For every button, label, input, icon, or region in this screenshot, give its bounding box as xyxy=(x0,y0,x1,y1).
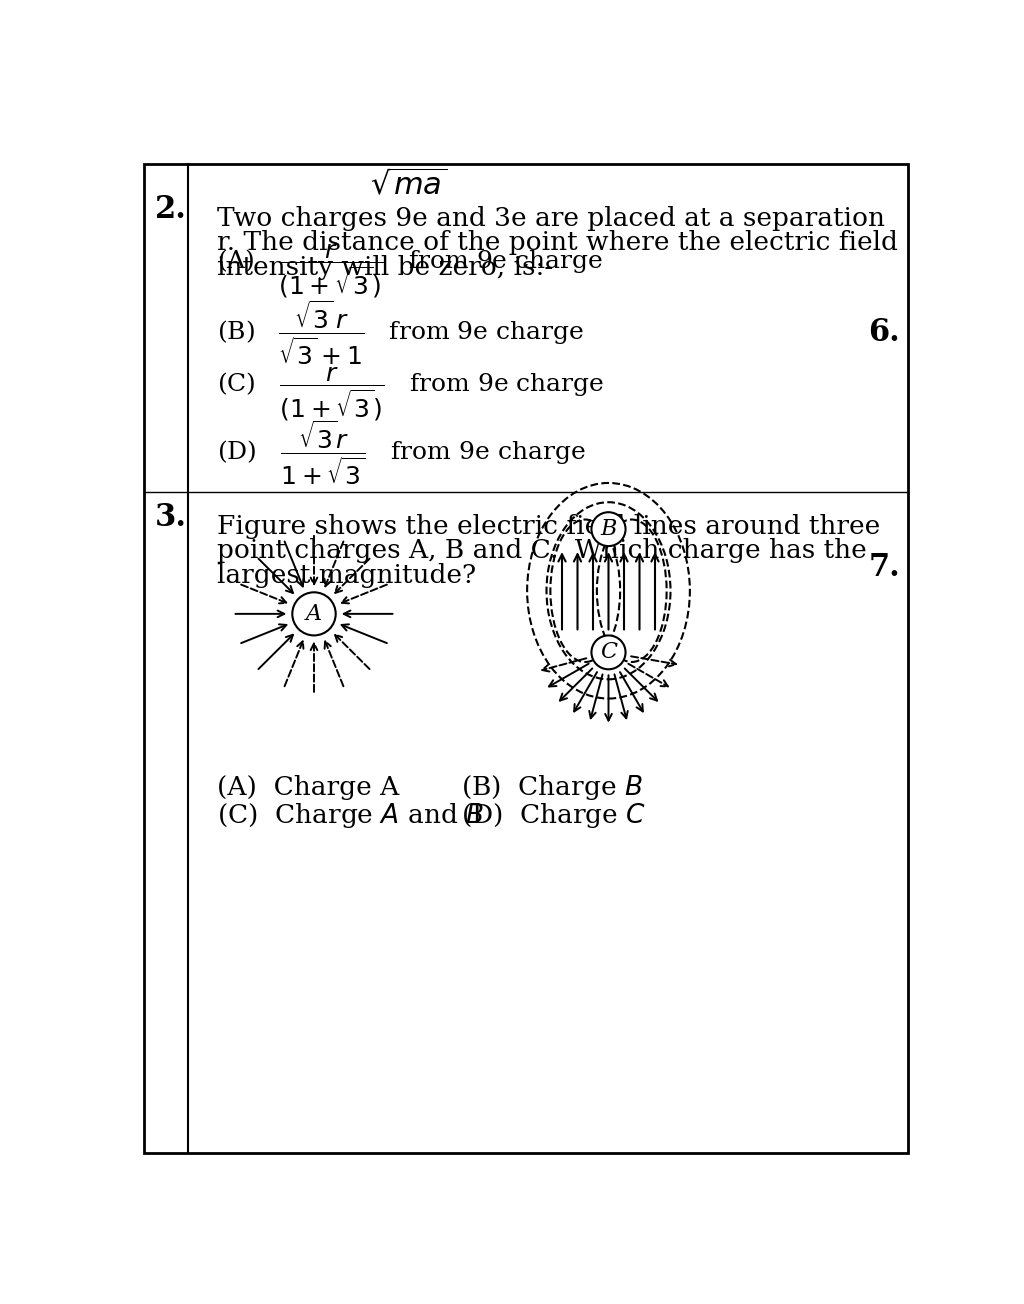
Text: 6.: 6. xyxy=(868,317,900,348)
Text: 7.: 7. xyxy=(868,552,900,583)
Text: point charges A, B and C.  Which charge has the: point charges A, B and C. Which charge h… xyxy=(217,539,867,563)
Text: (D)  Charge $C$: (D) Charge $C$ xyxy=(461,801,646,831)
Circle shape xyxy=(592,635,626,669)
Text: $\sqrt{ma}$: $\sqrt{ma}$ xyxy=(370,171,447,202)
Text: (B)  Charge $B$: (B) Charge $B$ xyxy=(461,772,643,802)
Text: r. The distance of the point where the electric field: r. The distance of the point where the e… xyxy=(217,231,898,256)
Text: intensity will be zero, is:-: intensity will be zero, is:- xyxy=(217,256,553,280)
Text: (A)   $\dfrac{r}{(1+\sqrt{3})}$   from 9e charge: (A) $\dfrac{r}{(1+\sqrt{3})}$ from 9e ch… xyxy=(217,243,603,300)
Text: (A)  Charge A: (A) Charge A xyxy=(217,775,399,799)
Text: Two charges 9e and 3e are placed at a separation: Two charges 9e and 3e are placed at a se… xyxy=(217,206,885,231)
Text: (C)   $\dfrac{r}{(1+\sqrt{3})}$   from 9e charge: (C) $\dfrac{r}{(1+\sqrt{3})}$ from 9e ch… xyxy=(217,365,604,422)
Text: 2.: 2. xyxy=(155,194,186,226)
Circle shape xyxy=(592,512,626,546)
Text: C: C xyxy=(600,642,617,664)
Circle shape xyxy=(292,592,336,635)
Text: (B)   $\dfrac{\sqrt{3}\,r}{\sqrt{3}+1}$   from 9e charge: (B) $\dfrac{\sqrt{3}\,r}{\sqrt{3}+1}$ fr… xyxy=(217,299,584,368)
Text: A: A xyxy=(306,602,323,625)
Text: largest magnitude?: largest magnitude? xyxy=(217,563,476,588)
Text: 3.: 3. xyxy=(155,502,186,533)
Text: (D)   $\dfrac{\sqrt{3}r}{1+\sqrt{3}}$   from 9e charge: (D) $\dfrac{\sqrt{3}r}{1+\sqrt{3}}$ from… xyxy=(217,417,586,486)
Text: B: B xyxy=(600,518,616,540)
Text: Figure shows the electric field lines around three: Figure shows the electric field lines ar… xyxy=(217,514,881,539)
Text: (C)  Charge $A$ and $B$: (C) Charge $A$ and $B$ xyxy=(217,801,484,831)
